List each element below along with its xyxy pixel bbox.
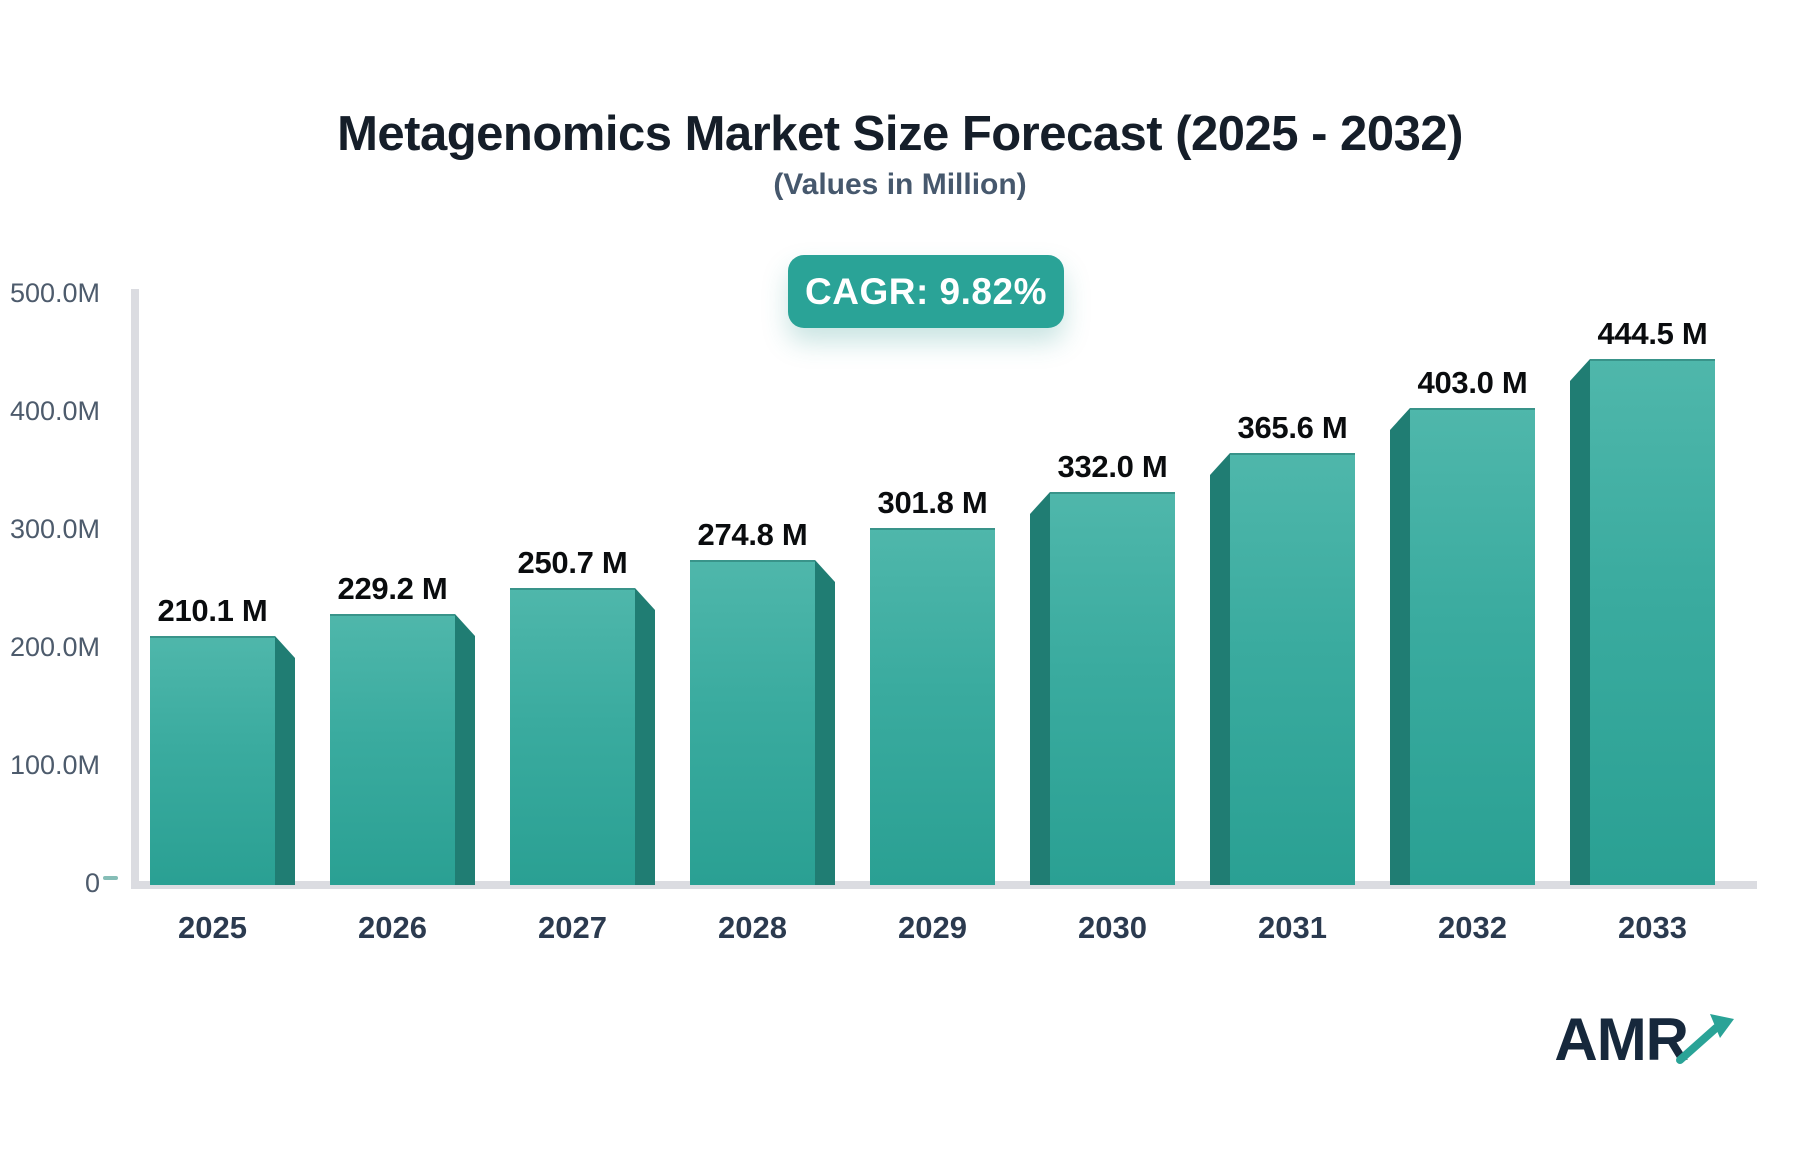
amr-logo: AMR <box>1554 1008 1738 1072</box>
bar <box>330 614 455 885</box>
bar-3d-side <box>455 614 475 885</box>
bar-value-label: 403.0 M <box>1417 365 1528 400</box>
bar <box>150 636 275 885</box>
amr-logo-text: AMR <box>1554 1006 1689 1073</box>
bar <box>510 588 635 885</box>
y-tick-label: 300.0M <box>9 514 100 544</box>
bar-value-label: 444.5 M <box>1597 316 1708 351</box>
bar-3d-side <box>1390 408 1410 885</box>
y-tick-label: 100.0M <box>9 750 100 780</box>
y-tick-label: 400.0M <box>9 396 100 426</box>
y-tick-label: 500.0M <box>9 278 100 308</box>
x-axis-year-label: 2027 <box>538 910 607 945</box>
bar-value-label: 301.8 M <box>877 485 988 520</box>
y-axis-line <box>131 289 139 889</box>
bar <box>1230 453 1355 885</box>
bar <box>870 528 995 885</box>
bar-value-label: 250.7 M <box>517 545 628 580</box>
x-axis-year-label: 2030 <box>1078 910 1147 945</box>
bar-3d-side <box>275 636 295 885</box>
chart-title: Metagenomics Market Size Forecast (2025 … <box>337 107 1463 161</box>
x-axis-year-label: 2026 <box>358 910 427 945</box>
x-axis-year-label: 2032 <box>1438 910 1507 945</box>
y-tick-label: 0 <box>84 868 100 898</box>
bar-3d-side <box>1210 453 1230 885</box>
x-axis-line <box>131 881 1757 889</box>
zero-tick-dash <box>103 876 118 880</box>
x-axis-year-label: 2025 <box>178 910 247 945</box>
bar-3d-side <box>635 588 655 885</box>
cagr-badge-label: CAGR: 9.82% <box>805 270 1047 312</box>
bar-3d-side <box>1030 492 1050 885</box>
y-tick-label: 200.0M <box>9 632 100 662</box>
bar-3d-side <box>1570 359 1590 885</box>
x-axis-year-label: 2029 <box>898 910 967 945</box>
cagr-badge: CAGR: 9.82% <box>788 255 1064 328</box>
bar-3d-side <box>815 560 835 885</box>
x-axis-year-label: 2031 <box>1258 910 1327 945</box>
bar-value-label: 274.8 M <box>697 517 808 552</box>
bar <box>1590 359 1715 885</box>
bar-value-label: 210.1 M <box>157 593 268 628</box>
x-axis-year-label: 2033 <box>1618 910 1687 945</box>
logo-arrow-icon <box>1676 1014 1734 1064</box>
bar-value-label: 332.0 M <box>1057 449 1168 484</box>
bar <box>690 560 815 885</box>
bar-value-label: 365.6 M <box>1237 410 1348 445</box>
bar <box>1050 492 1175 885</box>
chart-subtitle: (Values in Million) <box>773 168 1027 201</box>
x-axis-year-label: 2028 <box>718 910 787 945</box>
bar <box>1410 408 1535 885</box>
bar-value-label: 229.2 M <box>337 571 448 606</box>
